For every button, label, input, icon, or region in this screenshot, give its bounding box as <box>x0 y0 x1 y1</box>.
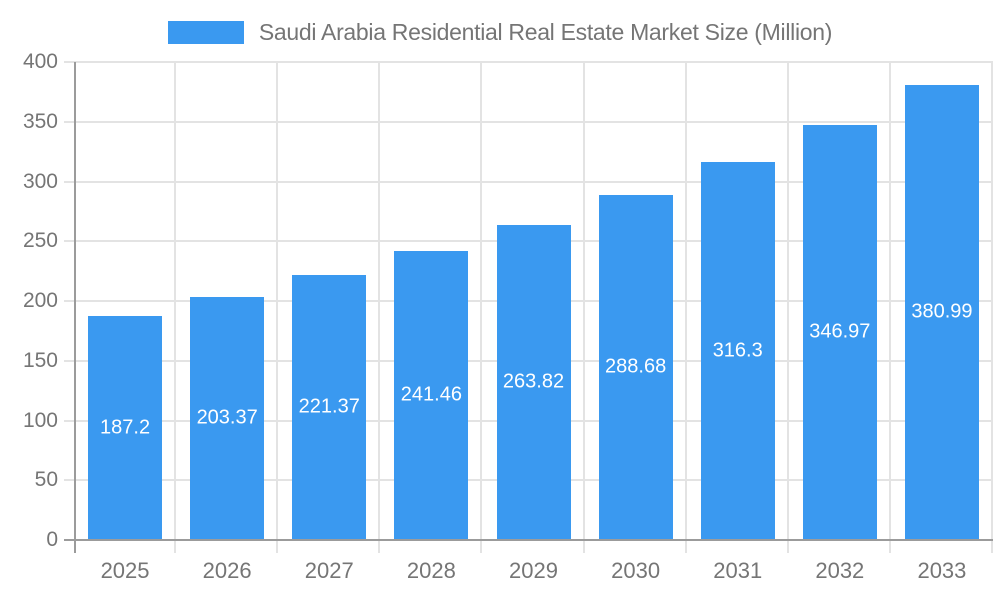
bar-value-label: 187.2 <box>100 416 151 439</box>
bar-value-label: 380.99 <box>911 300 973 323</box>
y-axis-line <box>74 62 76 553</box>
x-axis-tick-label: 2029 <box>509 558 558 583</box>
bar-value-label: 316.3 <box>712 339 763 362</box>
bar[interactable]: 346.97 <box>802 125 877 539</box>
x-axis-tick-label: 2030 <box>611 558 661 583</box>
x-gridline <box>991 62 993 553</box>
y-axis-tick-label: 300 <box>22 169 58 193</box>
bar[interactable]: 187.2 <box>88 316 163 539</box>
bar-value-label: 221.37 <box>298 395 360 418</box>
x-axis-tick-label: 2031 <box>713 558 763 583</box>
bar[interactable]: 241.46 <box>394 251 469 539</box>
x-gridline <box>786 62 789 553</box>
x-gridline <box>276 62 279 553</box>
y-axis-tick-label: 200 <box>22 289 58 312</box>
legend: Saudi Arabia Residential Real Estate Mar… <box>0 19 1000 46</box>
y-axis-tick-label: 100 <box>22 408 58 432</box>
chart-title: Saudi Arabia Residential Real Estate Mar… <box>258 19 833 45</box>
x-gridline <box>582 62 585 553</box>
legend-swatch <box>167 21 244 44</box>
bar-value-label: 288.68 <box>605 355 667 378</box>
y-gridline <box>64 120 993 123</box>
bar[interactable]: 316.3 <box>700 162 775 539</box>
x-axis-tick-label: 2025 <box>100 558 150 583</box>
x-axis-tick-label: 2032 <box>815 558 865 583</box>
y-axis-tick-label: 0 <box>46 528 58 551</box>
x-gridline <box>480 62 483 553</box>
bar[interactable]: 288.68 <box>598 195 673 539</box>
x-gridline <box>684 62 687 553</box>
y-axis-tick-label: 250 <box>22 229 58 253</box>
y-gridline <box>64 180 993 183</box>
x-gridline <box>888 62 891 553</box>
bar[interactable]: 221.37 <box>292 275 367 539</box>
bar-value-label: 346.97 <box>809 320 871 343</box>
bar-value-label: 241.46 <box>400 383 462 406</box>
plot-area: 187.2 203.37 221.37 241.46 263.82 288.68 316.3… <box>64 61 993 553</box>
x-gridline <box>378 62 381 553</box>
x-axis-tick-label: 2033 <box>917 558 967 583</box>
bar-value-label: 263.82 <box>502 370 565 393</box>
x-axis-tick-label: 2026 <box>202 558 252 583</box>
bar[interactable]: 380.99 <box>904 84 979 539</box>
y-gridline <box>64 61 993 63</box>
x-gridline <box>174 62 177 553</box>
bar[interactable]: 263.82 <box>496 224 571 539</box>
bar-value-label: 203.37 <box>196 406 258 429</box>
y-axis-tick-label: 350 <box>22 109 58 133</box>
x-axis-tick-label: 2028 <box>406 558 456 583</box>
legend-item[interactable]: Saudi Arabia Residential Real Estate Mar… <box>167 19 833 46</box>
bar[interactable]: 203.37 <box>190 296 265 539</box>
y-axis-tick-label: 150 <box>22 348 58 372</box>
y-axis-tick-label: 50 <box>34 468 58 492</box>
x-axis-line <box>64 539 993 541</box>
x-axis-tick-label: 2027 <box>304 558 354 583</box>
y-axis-tick-label: 400 <box>22 50 58 73</box>
